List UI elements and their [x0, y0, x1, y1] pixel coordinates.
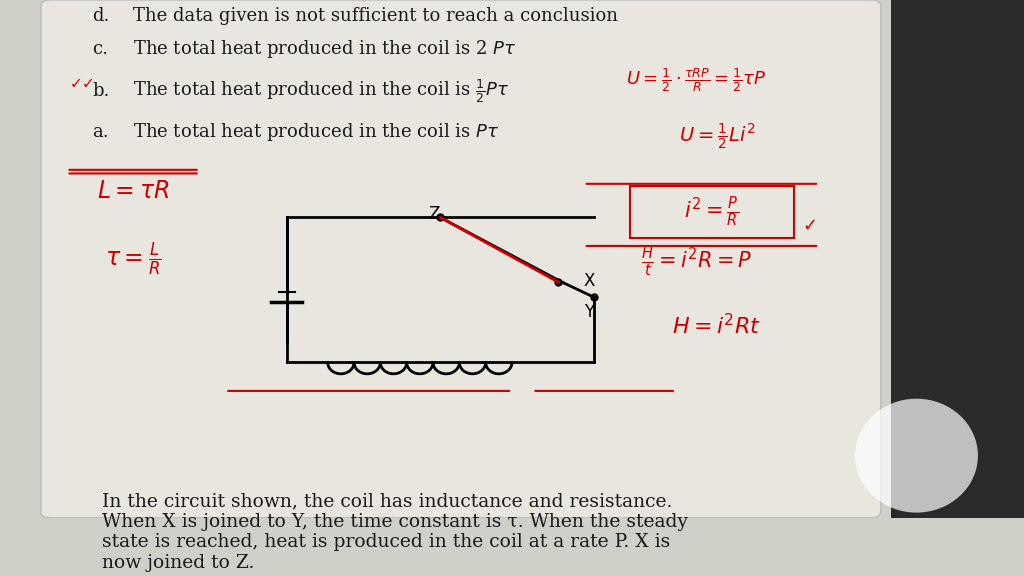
Text: a.: a. — [92, 123, 109, 141]
Text: X: X — [584, 272, 595, 290]
Text: $\frac{H}{t} = i^2 R = P$: $\frac{H}{t} = i^2 R = P$ — [641, 245, 752, 278]
Text: c.: c. — [92, 40, 109, 58]
Text: $H = i^2 R t$: $H = i^2 R t$ — [672, 313, 762, 339]
Text: Y: Y — [584, 303, 594, 321]
Text: The total heat produced in the coil is $\frac{1}{2}P\tau$: The total heat produced in the coil is $… — [133, 77, 510, 104]
Text: In the circuit shown, the coil has inductance and resistance.
When X is joined t: In the circuit shown, the coil has induc… — [102, 492, 688, 573]
Text: $U = \frac{1}{2} \cdot \frac{\tau R P}{R} = \frac{1}{2}\tau P$: $U = \frac{1}{2} \cdot \frac{\tau R P}{R… — [626, 66, 767, 94]
FancyBboxPatch shape — [891, 0, 1024, 518]
Text: b.: b. — [92, 82, 110, 100]
Ellipse shape — [855, 399, 978, 513]
Text: $U = \frac{1}{2}Li^2$: $U = \frac{1}{2}Li^2$ — [679, 122, 755, 152]
Text: Z: Z — [428, 204, 440, 222]
Text: The data given is not sufficient to reach a conclusion: The data given is not sufficient to reac… — [133, 6, 618, 25]
Text: $\checkmark\checkmark$: $\checkmark\checkmark$ — [70, 75, 94, 90]
Text: $i^2 = \frac{P}{R}$: $i^2 = \frac{P}{R}$ — [684, 194, 739, 229]
Text: The total heat produced in the coil is 2 $P\tau$: The total heat produced in the coil is 2… — [133, 38, 517, 60]
Text: d.: d. — [92, 6, 110, 25]
Text: $\tau = \frac{L}{R}$: $\tau = \frac{L}{R}$ — [104, 240, 162, 278]
Text: $L = \tau R$: $L = \tau R$ — [97, 180, 169, 203]
FancyBboxPatch shape — [41, 0, 881, 518]
Text: The total heat produced in the coil is $P\tau$: The total heat produced in the coil is $… — [133, 121, 500, 143]
Text: $\checkmark$: $\checkmark$ — [802, 216, 816, 234]
